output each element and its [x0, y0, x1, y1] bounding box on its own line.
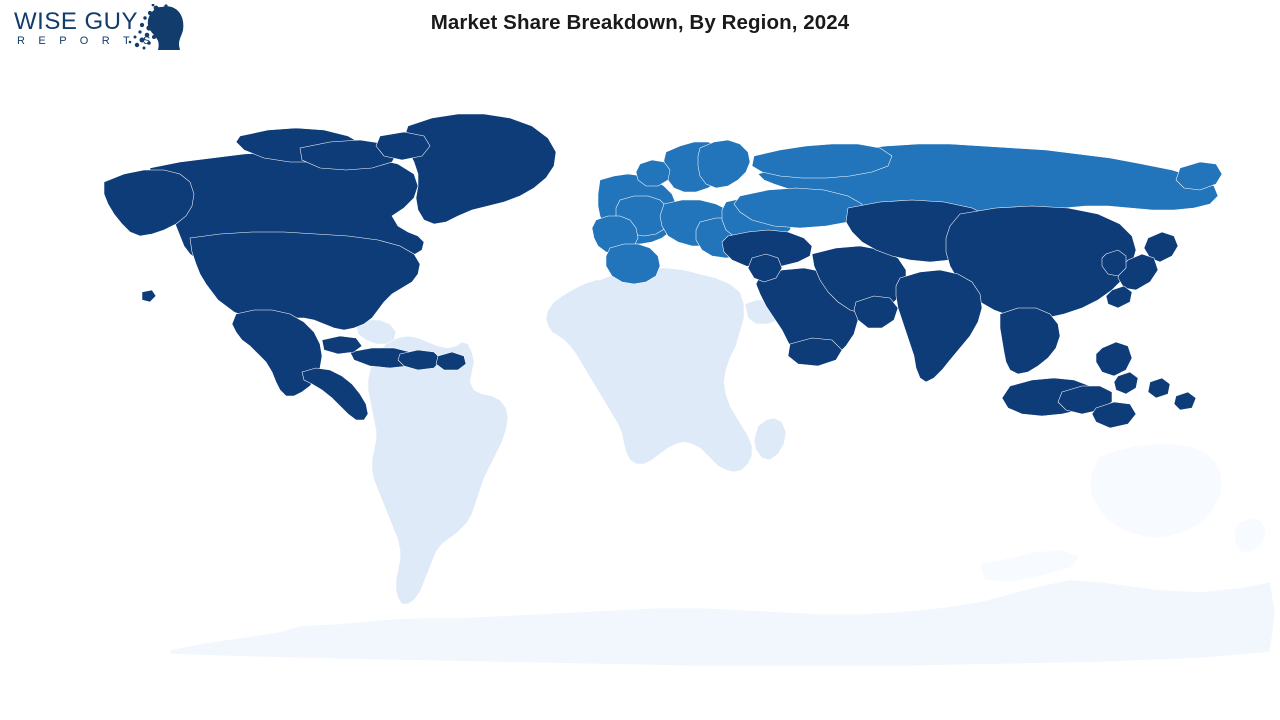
region-south-america: [356, 320, 508, 604]
region-russia-cis: [734, 144, 1222, 228]
region-middle-east: [722, 230, 906, 366]
world-map-container: [0, 52, 1280, 720]
chart-header: WISE GUY R E P O R T S: [0, 0, 1280, 52]
logo-wordmark: WISE GUY R E P O R T S: [14, 8, 156, 48]
world-choropleth-map: [0, 52, 1280, 720]
region-oceania: [1090, 444, 1266, 552]
head-silhouette-dots-icon: [128, 4, 184, 50]
wise-guy-reports-logo: WISE GUY R E P O R T S: [12, 3, 192, 51]
logo-brand-line2: R E P O R T S: [17, 35, 156, 47]
region-asia-pacific: [846, 200, 1196, 428]
region-europe: [592, 140, 794, 284]
logo-brand-line1: WISE GUY: [14, 8, 139, 35]
region-antarctica: [170, 550, 1275, 666]
page-title: Market Share Breakdown, By Region, 2024: [430, 11, 850, 34]
region-africa: [546, 268, 786, 472]
region-north-america: [104, 114, 556, 420]
